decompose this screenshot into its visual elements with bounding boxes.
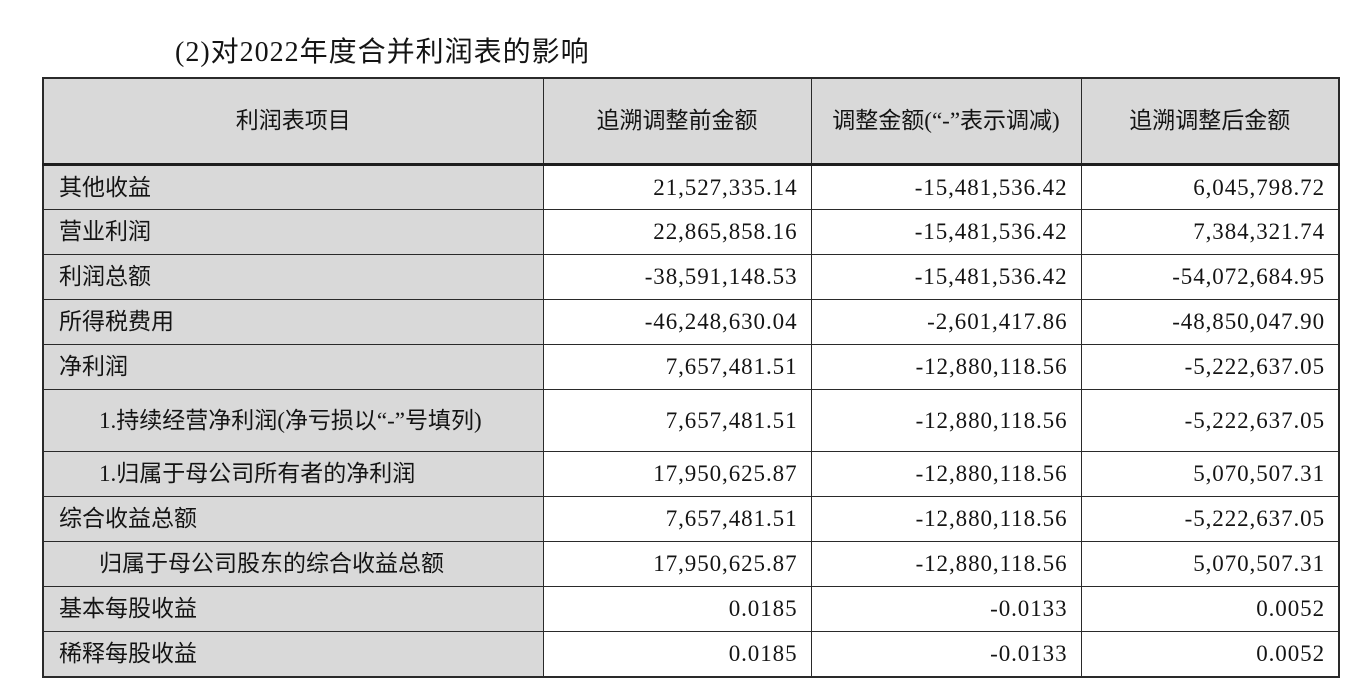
row-label: 综合收益总额 [42, 496, 544, 542]
cell-after-adjustment: -54,072,684.95 [1080, 254, 1340, 300]
row-label: 所得税费用 [42, 299, 544, 345]
table-row: 其他收益 21,527,335.14 -15,481,536.42 6,045,798… [42, 164, 1340, 210]
cell-adjustment-amount: -12,880,118.56 [810, 344, 1082, 390]
row-label: 1.持续经营净利润(净亏损以“-”号填列) [42, 389, 544, 452]
cell-after-adjustment: -5,222,637.05 [1080, 344, 1340, 390]
cell-adjustment-amount: -15,481,536.42 [810, 164, 1082, 210]
table-row: 净利润 7,657,481.51 -12,880,118.56 -5,222,637.… [42, 344, 1340, 390]
cell-after-adjustment: 0.0052 [1080, 586, 1340, 632]
table-row: 1.持续经营净利润(净亏损以“-”号填列) 7,657,481.51 -12,880… [42, 389, 1340, 452]
cell-adjustment-amount: -2,601,417.86 [810, 299, 1082, 345]
cell-before-adjustment: 7,657,481.51 [542, 389, 812, 452]
header-cell-adjustment-amount: 调整金额(“-”表示调减) [810, 77, 1082, 166]
header-cell-before-adjustment: 追溯调整前金额 [542, 77, 812, 166]
cell-adjustment-amount: -15,481,536.42 [810, 209, 1082, 255]
cell-before-adjustment: 0.0185 [542, 631, 812, 677]
cell-after-adjustment: 6,045,798.72 [1080, 164, 1340, 210]
table-row: 1.归属于母公司所有者的净利润 17,950,625.87 -12,880,118.… [42, 451, 1340, 497]
cell-before-adjustment: 7,657,481.51 [542, 344, 812, 390]
cell-adjustment-amount: -15,481,536.42 [810, 254, 1082, 300]
cell-before-adjustment: -46,248,630.04 [542, 299, 812, 345]
table-row: 稀释每股收益 0.0185 -0.0133 0.0052 [42, 631, 1340, 677]
header-cell-item: 利润表项目 [42, 77, 544, 166]
cell-after-adjustment: 5,070,507.31 [1080, 451, 1340, 497]
header-label: 追溯调整前金额 [596, 108, 758, 134]
row-label: 其他收益 [42, 164, 544, 210]
cell-adjustment-amount: -12,880,118.56 [810, 389, 1082, 452]
cell-before-adjustment: -38,591,148.53 [542, 254, 812, 300]
header-cell-after-adjustment: 追溯调整后金额 [1080, 77, 1340, 166]
cell-after-adjustment: 7,384,321.74 [1080, 209, 1340, 255]
header-label: 调整金额(“-”表示调减) [832, 108, 1060, 134]
row-label: 归属于母公司股东的综合收益总额 [42, 541, 544, 587]
cell-after-adjustment: 5,070,507.31 [1080, 541, 1340, 587]
row-label: 营业利润 [42, 209, 544, 255]
cell-adjustment-amount: -12,880,118.56 [810, 496, 1082, 542]
cell-before-adjustment: 17,950,625.87 [542, 541, 812, 587]
cell-adjustment-amount: -0.0133 [810, 586, 1082, 632]
cell-after-adjustment: 0.0052 [1080, 631, 1340, 677]
cell-adjustment-amount: -12,880,118.56 [810, 541, 1082, 587]
table-row: 营业利润 22,865,858.16 -15,481,536.42 7,384,321… [42, 209, 1340, 255]
cell-before-adjustment: 0.0185 [542, 586, 812, 632]
cell-adjustment-amount: -12,880,118.56 [810, 451, 1082, 497]
cell-before-adjustment: 17,950,625.87 [542, 451, 812, 497]
table-header-row: 利润表项目 追溯调整前金额 调整金额(“-”表示调减) 追溯调整后金额 [42, 77, 1340, 166]
header-label: 追溯调整后金额 [1129, 108, 1291, 134]
table-row: 基本每股收益 0.0185 -0.0133 0.0052 [42, 586, 1340, 632]
table-row: 所得税费用 -46,248,630.04 -2,601,417.86 -48,850,… [42, 299, 1340, 345]
row-label: 1.归属于母公司所有者的净利润 [42, 451, 544, 497]
row-label: 基本每股收益 [42, 586, 544, 632]
cell-after-adjustment: -5,222,637.05 [1080, 496, 1340, 542]
row-label: 净利润 [42, 344, 544, 390]
section-title: (2)对2022年度合并利润表的影响 [175, 37, 590, 68]
table-body: 其他收益 21,527,335.14 -15,481,536.42 6,045,798… [42, 164, 1340, 677]
cell-adjustment-amount: -0.0133 [810, 631, 1082, 677]
cell-before-adjustment: 21,527,335.14 [542, 164, 812, 210]
header-label: 利润表项目 [235, 108, 351, 134]
cell-after-adjustment: -48,850,047.90 [1080, 299, 1340, 345]
income-statement-impact-table: 利润表项目 追溯调整前金额 调整金额(“-”表示调减) 追溯调整后金额 其他收益… [42, 77, 1340, 678]
cell-before-adjustment: 22,865,858.16 [542, 209, 812, 255]
table-row: 综合收益总额 7,657,481.51 -12,880,118.56 -5,222,6… [42, 496, 1340, 542]
cell-after-adjustment: -5,222,637.05 [1080, 389, 1340, 452]
cell-before-adjustment: 7,657,481.51 [542, 496, 812, 542]
row-label: 稀释每股收益 [42, 631, 544, 677]
table-row: 归属于母公司股东的综合收益总额 17,950,625.87 -12,880,118.… [42, 541, 1340, 587]
row-label: 利润总额 [42, 254, 544, 300]
table-row: 利润总额 -38,591,148.53 -15,481,536.42 -54,072,… [42, 254, 1340, 300]
